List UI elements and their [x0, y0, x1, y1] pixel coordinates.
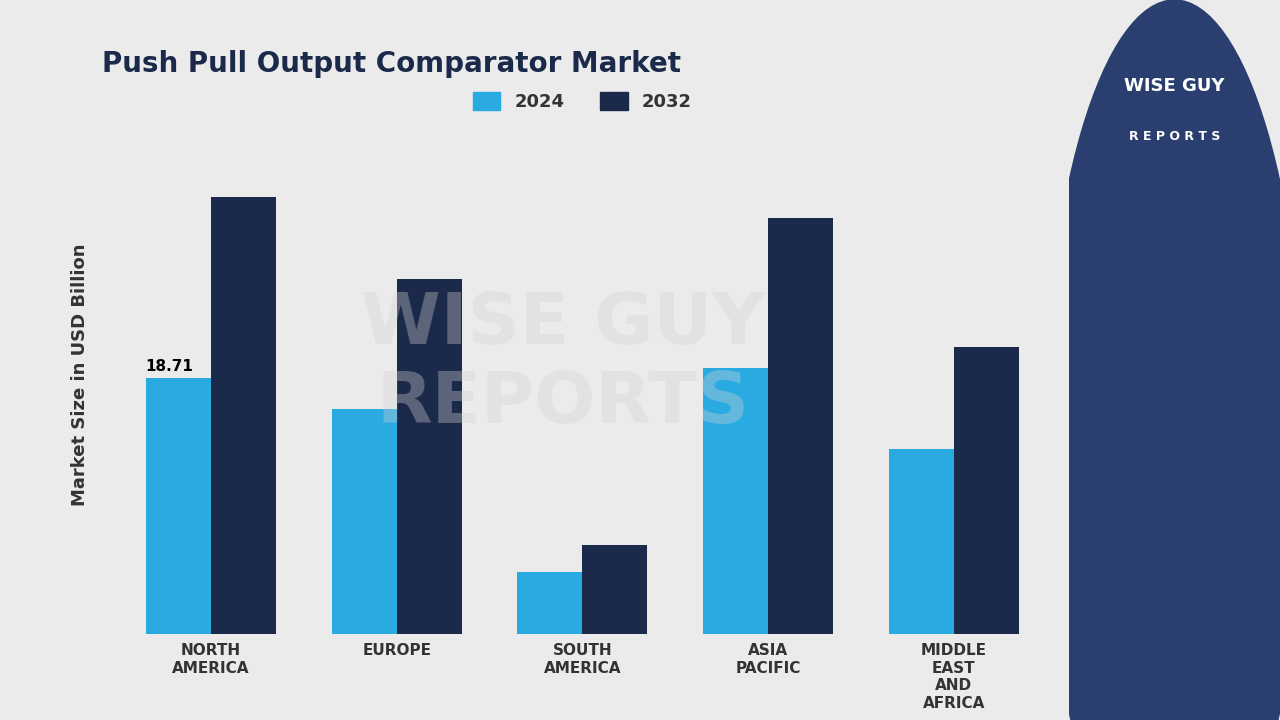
Bar — [517, 572, 582, 634]
Text: WISE GUY: WISE GUY — [1124, 77, 1225, 95]
Circle shape — [1043, 0, 1280, 720]
Text: 18.71: 18.71 — [146, 359, 193, 374]
Bar — [146, 378, 211, 634]
Bar — [582, 545, 648, 634]
Bar — [397, 279, 462, 634]
Bar — [211, 197, 276, 634]
Bar — [768, 217, 833, 634]
Bar — [703, 368, 768, 634]
Y-axis label: Market Size in USD Billion: Market Size in USD Billion — [70, 243, 88, 505]
Bar — [954, 347, 1019, 634]
Bar — [888, 449, 954, 634]
Text: Push Pull Output Comparator Market: Push Pull Output Comparator Market — [102, 50, 681, 78]
Bar — [332, 408, 397, 634]
Legend: 2024, 2032: 2024, 2032 — [463, 83, 701, 120]
Text: R E P O R T S: R E P O R T S — [1129, 130, 1220, 143]
Text: WISE GUY
REPORTS: WISE GUY REPORTS — [361, 289, 765, 438]
